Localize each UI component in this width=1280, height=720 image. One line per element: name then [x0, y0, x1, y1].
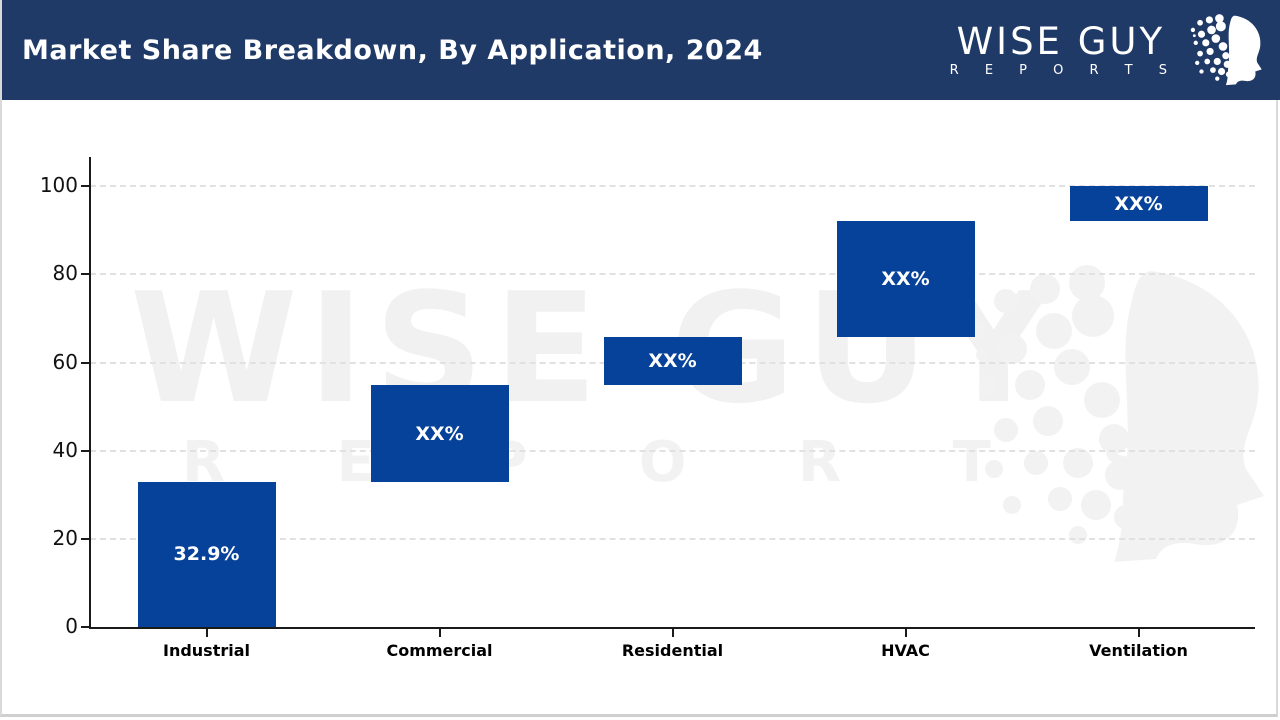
x-tickmark-3 [904, 629, 907, 637]
x-category-label-hvac: HVAC [881, 641, 930, 660]
logo-text: WISE GUY R E P O R T S [944, 23, 1178, 78]
market-share-chart: WISE GUY R E P O R T S 0 20 40 60 80 100 32.9%… [2, 100, 1280, 717]
gridline-100 [90, 185, 1255, 188]
y-tickmark-80 [81, 273, 90, 276]
bar-commercial: XX% [370, 385, 509, 482]
page-title: Market Share Breakdown, By Application, … [22, 34, 763, 66]
y-tickmark-20 [81, 537, 90, 540]
y-tickmark-60 [81, 361, 90, 364]
gridline-20 [90, 537, 1255, 540]
bar-ventilation: XX% [1069, 186, 1208, 222]
y-tickmark-40 [81, 449, 90, 452]
gridline-80 [90, 273, 1255, 276]
x-tickmark-4 [1137, 629, 1140, 637]
bar-value-label: XX% [1114, 192, 1163, 215]
y-tickmark-0 [81, 626, 90, 628]
x-category-label-commercial: Commercial [386, 641, 493, 660]
bar-residential: XX% [603, 336, 742, 385]
bar-value-label: XX% [415, 422, 464, 445]
watermark-text-reports: R E P O R T S [182, 430, 1189, 495]
logo-wordmark: WISE GUY [956, 19, 1166, 63]
y-tick-label-20: 20 [52, 525, 78, 550]
x-category-label-residential: Residential [621, 641, 724, 660]
wiseguy-logo: WISE GUY R E P O R T S [944, 7, 1266, 93]
y-tick-label-60: 60 [52, 349, 78, 374]
y-tickmark-100 [81, 185, 90, 188]
x-tickmark-2 [671, 629, 674, 637]
x-axis-line [89, 627, 1255, 629]
y-axis-line [89, 157, 91, 629]
y-tick-label-100: 100 [39, 173, 78, 198]
gridline-40 [90, 449, 1255, 452]
x-tickmark-0 [205, 629, 208, 637]
bar-hvac: XX% [836, 221, 975, 337]
bar-value-label: XX% [881, 267, 930, 290]
bar-value-label: 32.9% [173, 543, 240, 566]
header: Market Share Breakdown, By Application, … [2, 0, 1280, 100]
x-tickmark-1 [438, 629, 441, 637]
x-category-label-industrial: Industrial [162, 641, 250, 660]
y-tick-label-40: 40 [52, 437, 78, 462]
bar-value-label: XX% [648, 349, 697, 372]
bar-industrial: 32.9% [137, 482, 276, 627]
y-tick-label-80: 80 [52, 261, 78, 286]
y-tick-label-0: 0 [65, 614, 78, 638]
logo-subtitle: R E P O R T S [949, 62, 1178, 78]
x-category-label-ventilation: Ventilation [1089, 641, 1188, 660]
